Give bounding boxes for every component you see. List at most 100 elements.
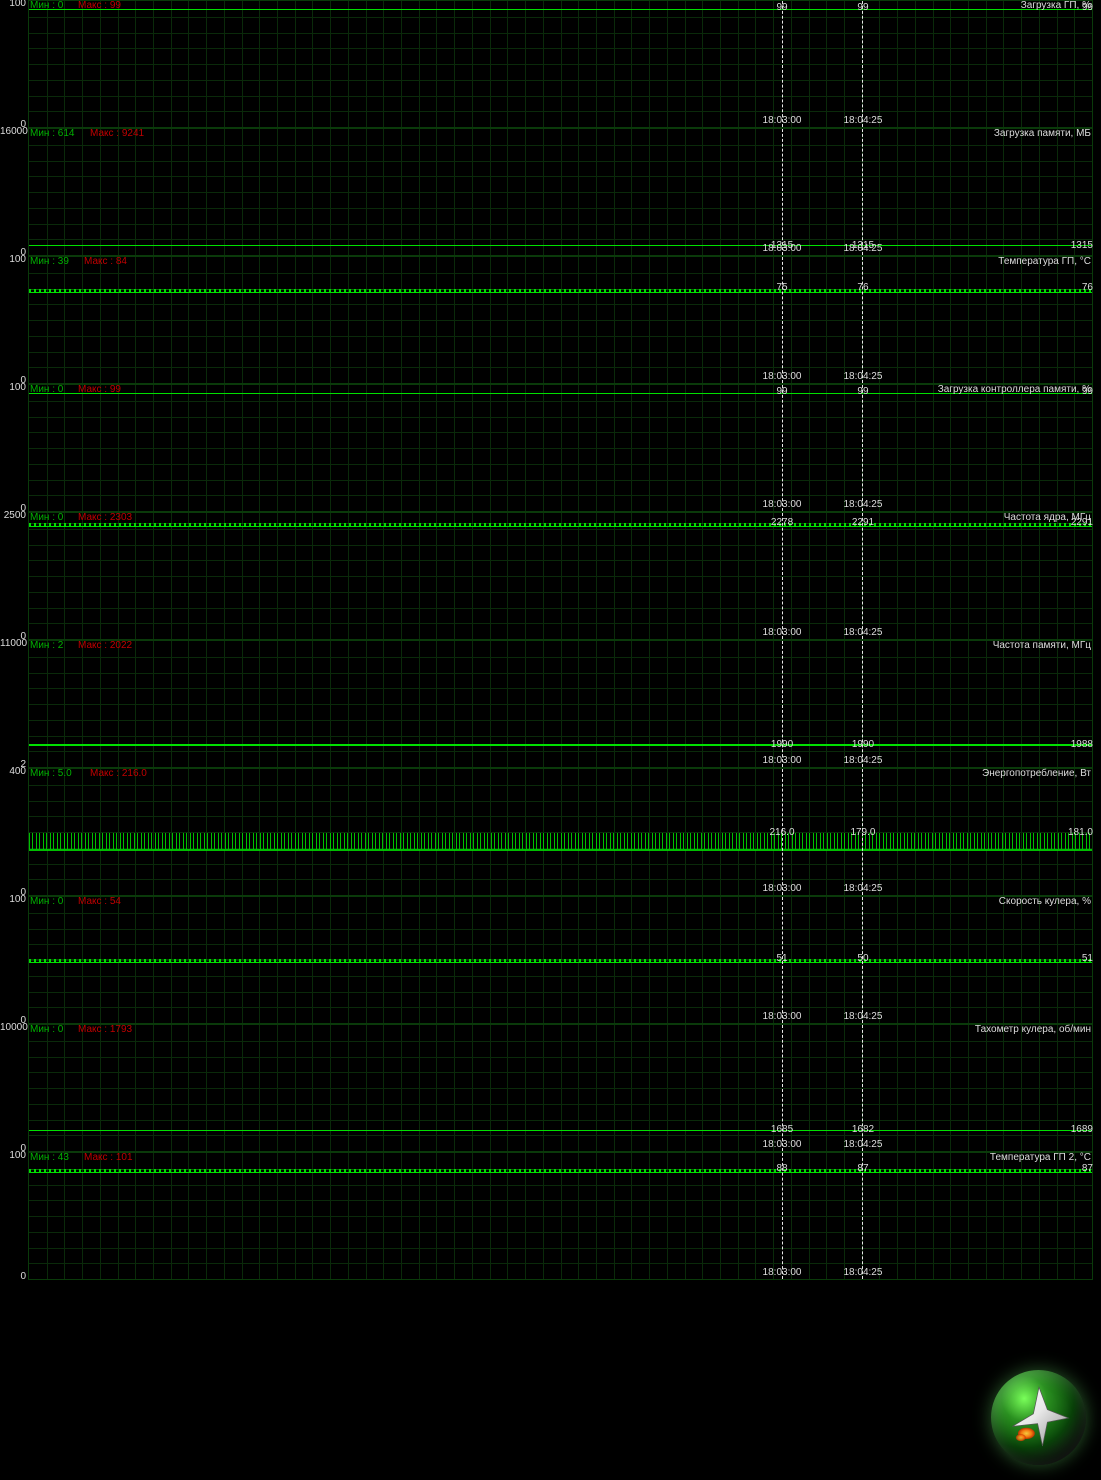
marker-2-value: 1315 <box>852 240 874 251</box>
chart-panel: 1000Мин : 0Макс : 54Скорость кулера, %51… <box>0 896 1101 1024</box>
marker-1-value: 75 <box>776 282 787 293</box>
current-value: 181.0 <box>1065 827 1093 838</box>
chart-plot-area <box>28 768 1093 896</box>
chart-title: Температура ГП 2, °C <box>990 1152 1091 1163</box>
time-marker-2[interactable] <box>862 1 863 127</box>
chart-title: Температура ГП, °C <box>998 256 1091 267</box>
afterburner-logo-icon <box>991 1370 1086 1465</box>
stat-min-label: Мин : 0 <box>30 896 63 907</box>
marker-1-value: 2278 <box>771 517 793 528</box>
stat-min-label: Мин : 0 <box>30 1024 63 1035</box>
marker-2-value: 99 <box>857 2 868 13</box>
stat-max-label: Макс : 99 <box>78 0 121 11</box>
chart-plot-area <box>28 1024 1093 1152</box>
marker-2-value: 1990 <box>852 739 874 750</box>
stat-max-label: Макс : 99 <box>78 384 121 395</box>
stat-max-label: Макс : 1793 <box>78 1024 132 1035</box>
marker-2-value: 2291 <box>852 517 874 528</box>
time-marker-2[interactable] <box>862 513 863 639</box>
chart-title: Тахометр кулера, об/мин <box>975 1024 1091 1035</box>
time-marker-1[interactable] <box>782 385 783 511</box>
stat-min-label: Мин : 43 <box>30 1152 69 1163</box>
series-line <box>29 1130 1092 1132</box>
stat-max-label: Макс : 2303 <box>78 512 132 523</box>
marker-1-value: 51 <box>776 953 787 964</box>
current-value: 76 <box>1079 282 1093 293</box>
current-value: 2291 <box>1068 517 1093 528</box>
chart-panel: 25000Мин : 0Макс : 2303Частота ядра, МГц… <box>0 512 1101 640</box>
time-marker-1[interactable] <box>782 129 783 255</box>
y-axis-max: 100 <box>0 894 26 905</box>
chart-title: Энергопотребление, Вт <box>982 768 1091 779</box>
monitoring-dashboard: 1000Мин : 0Макс : 99Загрузка ГП, %999999… <box>0 0 1101 1480</box>
series-line <box>29 959 1092 963</box>
stat-min-label: Мин : 0 <box>30 384 63 395</box>
chart-panel: 100 0 Мин : 43 Макс : 101 Температура ГП 2, … <box>0 1152 1101 1280</box>
marker-1-value: 1685 <box>771 1124 793 1135</box>
chart-panel: 4000Мин : 5.0Макс : 216.0Энергопотреблен… <box>0 768 1101 896</box>
marker-1-value: 99 <box>776 386 787 397</box>
marker-2-value: 1682 <box>852 1124 874 1135</box>
marker-2-value: 87 <box>857 1163 868 1174</box>
y-axis-max: 100 <box>0 254 26 265</box>
chart-plot-area <box>28 256 1093 384</box>
time-marker-1[interactable] <box>782 257 783 383</box>
y-axis-max: 16000 <box>0 126 26 137</box>
chart-plot-area <box>28 640 1093 768</box>
stat-max-label: Макс : 9241 <box>90 128 144 139</box>
stat-min-label: Мин : 0 <box>30 512 63 523</box>
time-marker-2[interactable] <box>862 385 863 511</box>
chart-plot-area <box>28 512 1093 640</box>
y-axis-max: 100 <box>0 382 26 393</box>
y-axis-min: 0 <box>0 1271 26 1282</box>
stat-max-label: Макс : 54 <box>78 896 121 907</box>
chart-plot-area <box>28 1152 1093 1280</box>
stat-max-label: Макс : 84 <box>84 256 127 267</box>
series-line <box>29 523 1092 527</box>
y-axis-max: 100 <box>0 1150 26 1161</box>
chart-panel: 100000Мин : 0Макс : 1793Тахометр кулера,… <box>0 1024 1101 1152</box>
stat-min-label: Мин : 5.0 <box>30 768 72 779</box>
current-value: 99 <box>1079 386 1093 397</box>
series-line <box>29 393 1092 395</box>
time-marker-2[interactable] <box>862 129 863 255</box>
y-axis-max: 2500 <box>0 510 26 521</box>
stat-min-label: Мин : 39 <box>30 256 69 267</box>
marker-2-value: 76 <box>857 282 868 293</box>
chart-panel: 1000Мин : 0Макс : 99Загрузка контроллера… <box>0 384 1101 512</box>
marker-2-value: 179.0 <box>850 827 875 838</box>
stat-max-label: Макс : 2022 <box>78 640 132 651</box>
time-marker-1[interactable] <box>782 1 783 127</box>
marker-1-value: 88 <box>776 1163 787 1174</box>
chart-plot-area <box>28 0 1093 128</box>
current-value: 1988 <box>1068 739 1093 750</box>
y-axis-max: 400 <box>0 766 26 777</box>
marker-1-value: 1315 <box>771 240 793 251</box>
marker-2-value: 50 <box>857 953 868 964</box>
stat-max-label: Макс : 216.0 <box>90 768 147 779</box>
current-value: 1315 <box>1068 240 1093 251</box>
chart-plot-area <box>28 896 1093 1024</box>
marker-1-value: 99 <box>776 2 787 13</box>
chart-panel: 160000Мин : 614Макс : 9241Загрузка памят… <box>0 128 1101 256</box>
chart-title: Частота памяти, МГц <box>993 640 1091 651</box>
current-value: 99 <box>1079 2 1093 13</box>
y-axis-max: 10000 <box>0 1022 26 1033</box>
chart-title: Загрузка памяти, МБ <box>994 128 1091 139</box>
y-axis-max: 100 <box>0 0 26 9</box>
time-marker-2[interactable] <box>862 257 863 383</box>
series-line <box>29 833 1092 851</box>
stat-max-label: Макс : 101 <box>84 1152 133 1163</box>
y-axis-max: 11000 <box>0 638 26 649</box>
current-value: 51 <box>1079 953 1093 964</box>
chart-plot-area <box>28 384 1093 512</box>
chart-title: Загрузка контроллера памяти, % <box>938 384 1091 395</box>
series-line <box>29 744 1092 746</box>
chart-panel: 1000Мин : 39Макс : 84Температура ГП, °C7… <box>0 256 1101 384</box>
chart-plot-area <box>28 128 1093 256</box>
series-line <box>29 9 1092 11</box>
time-marker-1[interactable] <box>782 513 783 639</box>
marker-1-value: 1990 <box>771 739 793 750</box>
stat-min-label: Мин : 2 <box>30 640 63 651</box>
stat-min-label: Мин : 614 <box>30 128 74 139</box>
